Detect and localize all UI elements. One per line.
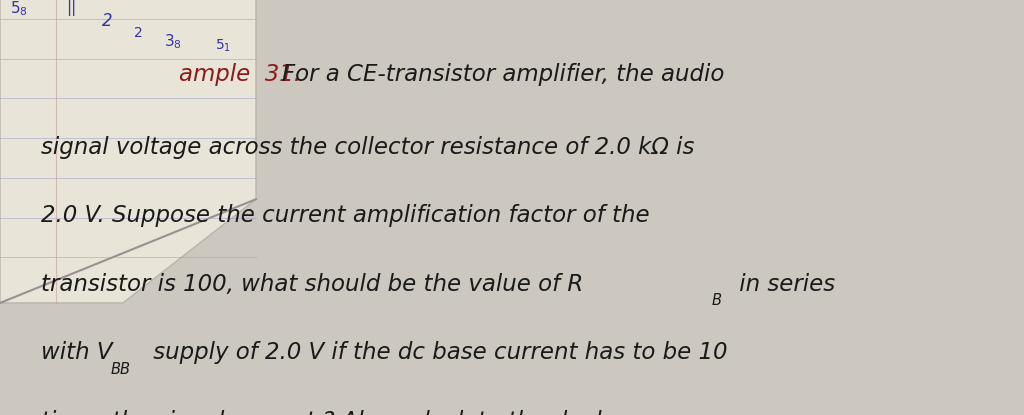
- Text: $5_8$: $5_8$: [10, 0, 28, 18]
- Text: signal voltage across the collector resistance of 2.0 kΩ is: signal voltage across the collector resi…: [41, 136, 694, 159]
- Text: in series: in series: [732, 273, 836, 296]
- Text: $5_1$: $5_1$: [215, 37, 231, 54]
- Text: 2.0 V. Suppose the current amplification factor of the: 2.0 V. Suppose the current amplification…: [41, 204, 649, 227]
- Text: transistor is 100, what should be the value of R: transistor is 100, what should be the va…: [41, 273, 584, 296]
- Text: For a CE-transistor amplifier, the audio: For a CE-transistor amplifier, the audio: [282, 63, 724, 86]
- Text: 2: 2: [102, 12, 113, 30]
- Text: B: B: [712, 293, 722, 308]
- Text: ample  31.: ample 31.: [179, 63, 301, 86]
- Text: $3_8$: $3_8$: [164, 32, 181, 51]
- Text: BB: BB: [111, 362, 131, 377]
- Polygon shape: [0, 0, 256, 303]
- Text: supply of 2.0 V if the dc base current has to be 10: supply of 2.0 V if the dc base current h…: [146, 341, 728, 364]
- Text: ||: ||: [67, 0, 77, 16]
- Text: times the signal current ? Also calculate the dc drop across: times the signal current ? Also calculat…: [41, 410, 720, 415]
- Text: $2$: $2$: [133, 26, 142, 40]
- Text: with V: with V: [41, 341, 113, 364]
